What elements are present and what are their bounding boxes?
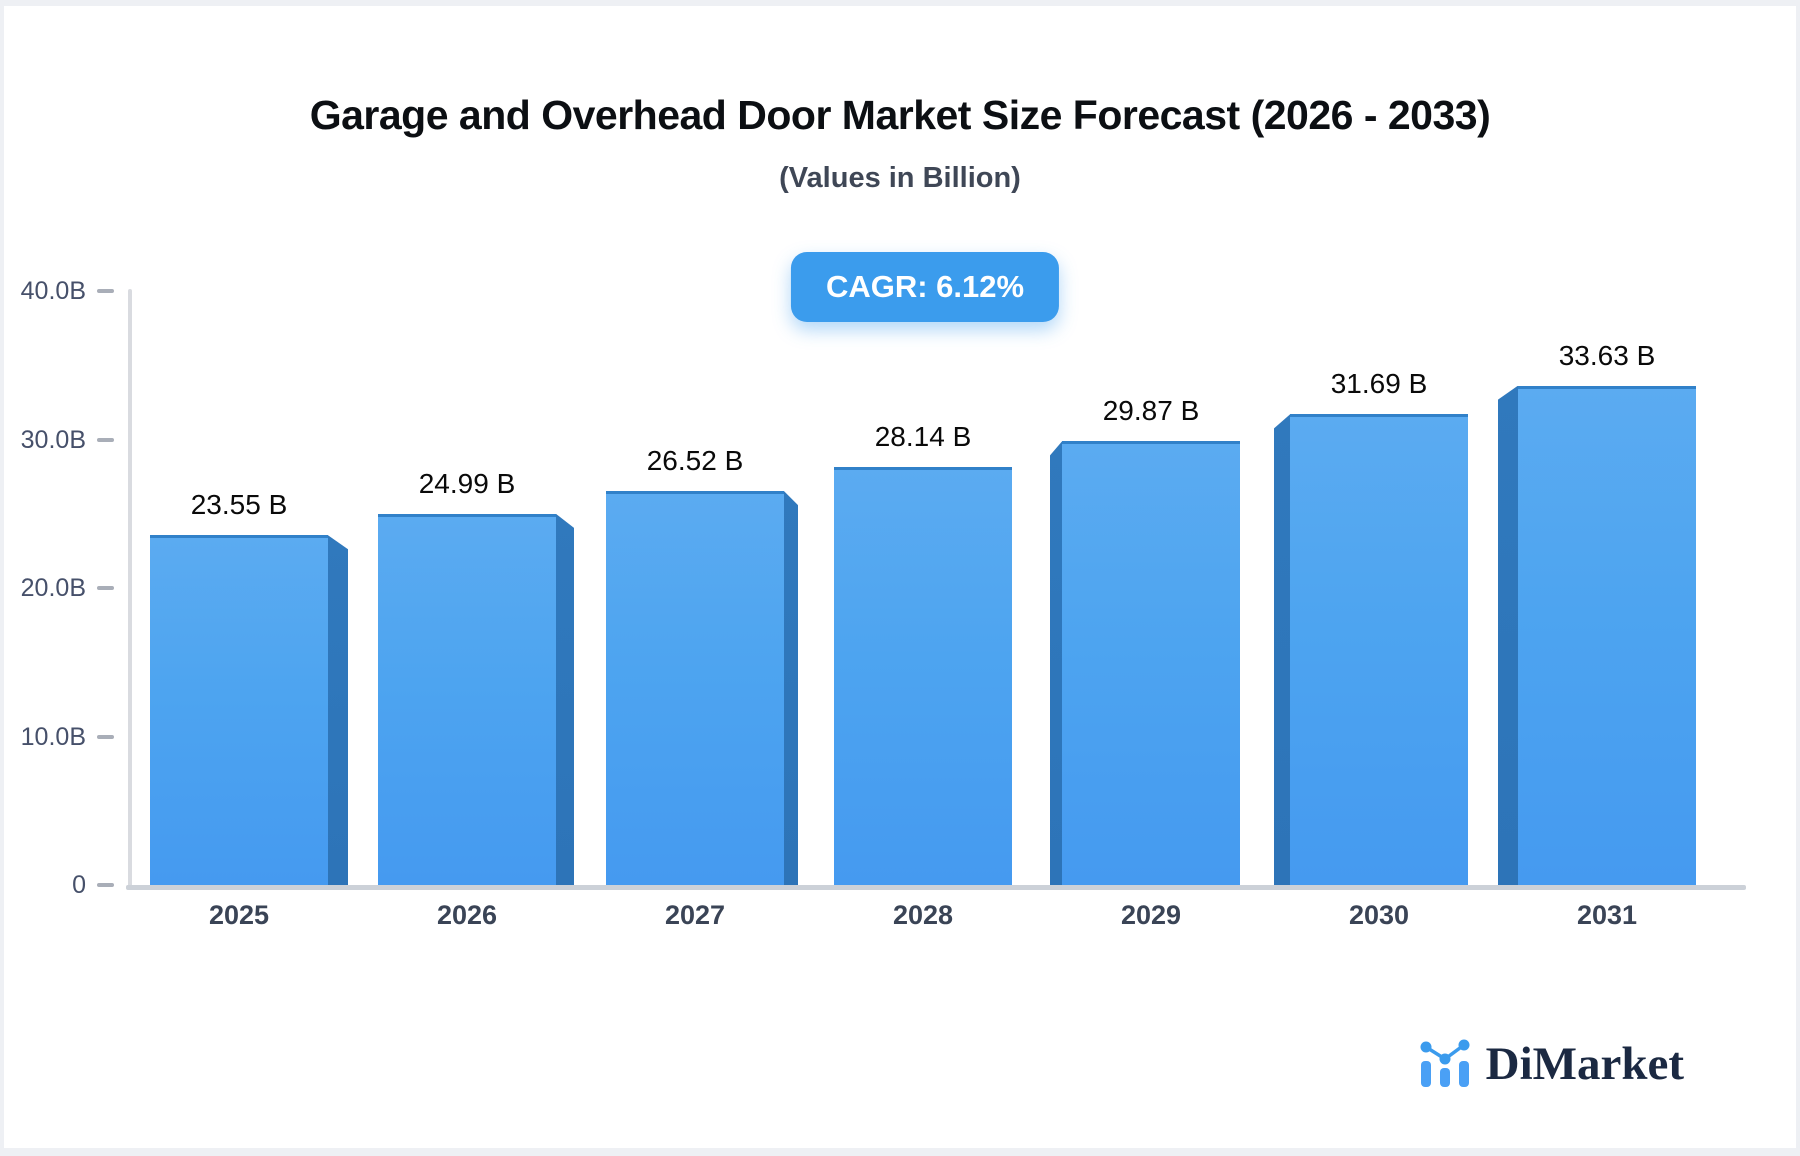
- bar-chart-trend-icon: [1420, 1039, 1470, 1087]
- y-tick-mark: [97, 883, 114, 887]
- cagr-badge: CAGR: 6.12%: [790, 252, 1060, 322]
- bar-side-face: [1498, 385, 1518, 885]
- bar: [378, 513, 556, 885]
- y-tick-label: 0: [72, 871, 86, 899]
- x-axis-label: 2031: [1576, 900, 1638, 930]
- bar: [1062, 441, 1240, 885]
- bar: [834, 467, 1012, 885]
- bar-side-face: [328, 535, 348, 885]
- bar-value-label: 33.63 B: [1558, 339, 1656, 371]
- chart-subtitle: (Values in Billion): [779, 162, 1021, 194]
- cagr-badge-label: CAGR: 6.12%: [825, 269, 1025, 304]
- x-axis-label: 2028: [892, 900, 954, 930]
- dimarket-logo: DiMarket: [1418, 1036, 1684, 1088]
- bar: [606, 491, 784, 885]
- bar: [1290, 414, 1468, 885]
- x-axis-label: 2025: [208, 900, 270, 930]
- y-axis-line: [128, 289, 132, 889]
- x-axis-baseline: [126, 885, 1746, 890]
- bar-side-face: [1050, 441, 1062, 885]
- y-tick-label: 20.0B: [20, 574, 86, 602]
- x-axis-label: 2030: [1348, 900, 1410, 930]
- y-tick-mark: [97, 586, 114, 590]
- x-axis-label: 2027: [664, 900, 726, 930]
- bar: [1518, 385, 1696, 885]
- bar: [150, 535, 328, 885]
- y-tick-mark: [97, 289, 114, 293]
- bar-value-label: 29.87 B: [1102, 395, 1200, 427]
- y-tick-label: 30.0B: [20, 425, 86, 454]
- bar-side-face: [556, 513, 574, 885]
- bar-value-label: 31.69 B: [1330, 368, 1428, 400]
- y-tick-label: 40.0B: [20, 277, 86, 305]
- y-tick-label: 10.0B: [20, 722, 86, 751]
- x-axis-label: 2029: [1120, 900, 1182, 930]
- bar-value-label: 28.14 B: [874, 421, 972, 453]
- logo-text: DiMarket: [1485, 1038, 1684, 1090]
- y-tick-mark: [97, 437, 114, 442]
- x-axis-label: 2026: [436, 900, 498, 930]
- bar-value-label: 24.99 B: [418, 467, 516, 499]
- y-tick-mark: [97, 734, 114, 739]
- chart-title: Garage and Overhead Door Market Size For…: [309, 92, 1491, 138]
- bar-side-face: [784, 491, 798, 885]
- bar-value-label: 26.52 B: [646, 445, 744, 477]
- bar-value-label: 23.55 B: [190, 489, 288, 521]
- bar-side-face: [1274, 414, 1290, 885]
